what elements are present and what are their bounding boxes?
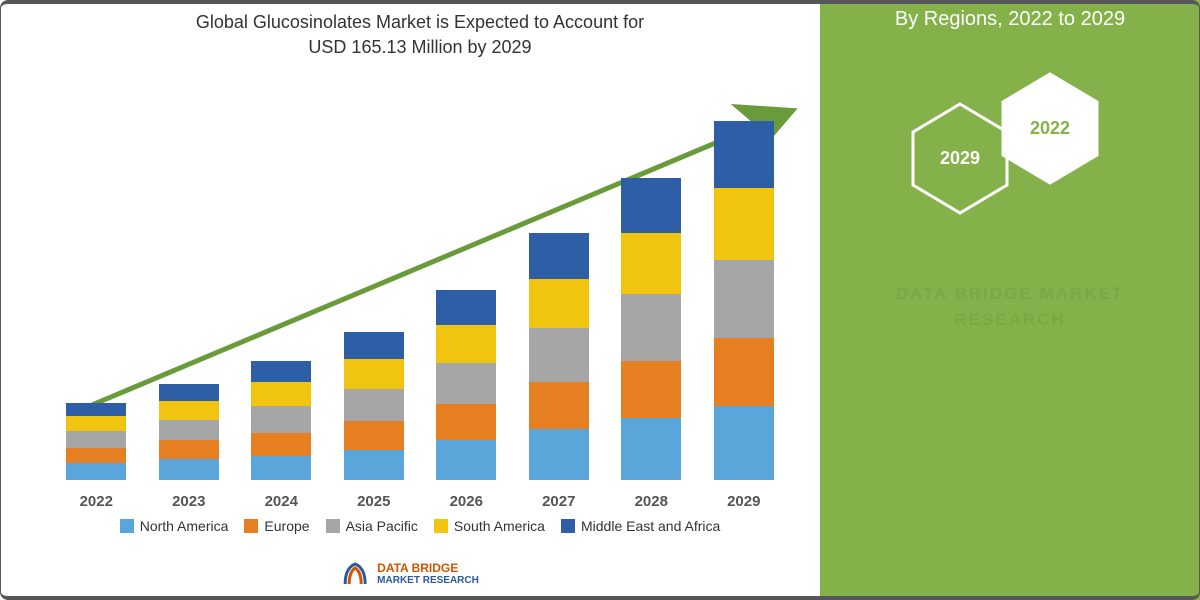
legend-label: Asia Pacific (346, 518, 418, 534)
legend-swatch (561, 519, 575, 533)
legend: North America Europe Asia Pacific South Ame… (40, 518, 800, 534)
seg-asia-pacific (344, 389, 404, 421)
xlabel-2029: 2029 (714, 493, 774, 510)
seg-asia-pacific (159, 420, 219, 441)
info-panel: By Regions, 2022 to 2029 2029 2022 DATA … (820, 0, 1200, 600)
chart-panel: DATA BRIDGE Global Glucosinolates Market… (0, 0, 820, 600)
hex-2029: 2029 (910, 101, 1010, 216)
legend-label: North America (140, 518, 229, 534)
hex-badges: 2029 2022 (910, 71, 1110, 221)
seg-south-america (159, 401, 219, 420)
legend-label: Middle East and Africa (581, 518, 720, 534)
hex-2022: 2022 (1000, 71, 1100, 186)
footer-logo: DATA BRIDGE MARKET RESEARCH (341, 560, 479, 588)
panel-title: By Regions, 2022 to 2029 (895, 8, 1125, 31)
seg-south-america (66, 416, 126, 431)
seg-middle-east-and-africa (714, 121, 774, 188)
bar-2023 (159, 384, 219, 481)
xlabel-2028: 2028 (621, 493, 681, 510)
seg-north-america (714, 406, 774, 480)
legend-label: South America (454, 518, 545, 534)
seg-north-america (529, 429, 589, 480)
seg-south-america (251, 382, 311, 407)
seg-north-america (344, 450, 404, 480)
seg-europe (436, 404, 496, 440)
stacked-bar-chart: 2022 2023 2024 2025 2026 2027 2028 2029 (40, 80, 800, 510)
seg-south-america (344, 359, 404, 389)
seg-middle-east-and-africa (251, 361, 311, 382)
seg-asia-pacific (251, 406, 311, 433)
seg-asia-pacific (436, 363, 496, 405)
hex-label-2029: 2029 (940, 148, 980, 169)
seg-north-america (621, 418, 681, 481)
xlabel-2022: 2022 (66, 493, 126, 510)
legend-swatch (434, 519, 448, 533)
logo-icon (341, 560, 369, 588)
bar-2025 (344, 332, 404, 480)
seg-asia-pacific (714, 260, 774, 338)
legend-swatch (244, 519, 258, 533)
seg-asia-pacific (621, 294, 681, 361)
legend-europe: Europe (244, 518, 309, 534)
seg-europe (66, 448, 126, 463)
seg-south-america (436, 325, 496, 363)
legend-south-america: South America (434, 518, 545, 534)
title-line-1: Global Glucosinolates Market is Expected… (196, 12, 644, 32)
xlabel-2025: 2025 (344, 493, 404, 510)
seg-europe (529, 382, 589, 430)
x-axis: 2022 2023 2024 2025 2026 2027 2028 2029 (50, 493, 790, 510)
hex-label-2022: 2022 (1030, 118, 1070, 139)
xlabel-2026: 2026 (436, 493, 496, 510)
bar-2026 (436, 290, 496, 480)
seg-asia-pacific (529, 328, 589, 381)
footer-logo-text: DATA BRIDGE MARKET RESEARCH (377, 561, 479, 587)
bar-2029 (714, 121, 774, 480)
seg-north-america (159, 459, 219, 480)
seg-europe (621, 361, 681, 418)
bar-2027 (529, 233, 589, 480)
bar-2022 (66, 403, 126, 481)
xlabel-2024: 2024 (251, 493, 311, 510)
bar-2028 (621, 178, 681, 480)
legend-swatch (120, 519, 134, 533)
legend-asia-pacific: Asia Pacific (326, 518, 418, 534)
seg-middle-east-and-africa (621, 178, 681, 233)
xlabel-2027: 2027 (529, 493, 589, 510)
seg-middle-east-and-africa (159, 384, 219, 401)
seg-europe (159, 440, 219, 459)
chart-title: Global Glucosinolates Market is Expected… (40, 10, 800, 60)
seg-middle-east-and-africa (529, 233, 589, 279)
seg-north-america (66, 463, 126, 480)
seg-north-america (436, 440, 496, 480)
seg-south-america (621, 233, 681, 294)
brand-text: DATA BRIDGE MARKET RESEARCH (896, 281, 1124, 332)
seg-europe (714, 338, 774, 406)
seg-middle-east-and-africa (344, 332, 404, 359)
seg-europe (251, 433, 311, 456)
seg-south-america (529, 279, 589, 328)
bars-container (50, 100, 790, 480)
seg-europe (344, 421, 404, 450)
title-line-2: USD 165.13 Million by 2029 (308, 37, 531, 57)
legend-north-america: North America (120, 518, 229, 534)
xlabel-2023: 2023 (159, 493, 219, 510)
seg-north-america (251, 456, 311, 481)
legend-middle-east-and-africa: Middle East and Africa (561, 518, 720, 534)
legend-label: Europe (264, 518, 309, 534)
seg-south-america (714, 188, 774, 260)
seg-asia-pacific (66, 431, 126, 448)
seg-middle-east-and-africa (436, 290, 496, 324)
legend-swatch (326, 519, 340, 533)
bar-2024 (251, 361, 311, 481)
seg-middle-east-and-africa (66, 403, 126, 416)
